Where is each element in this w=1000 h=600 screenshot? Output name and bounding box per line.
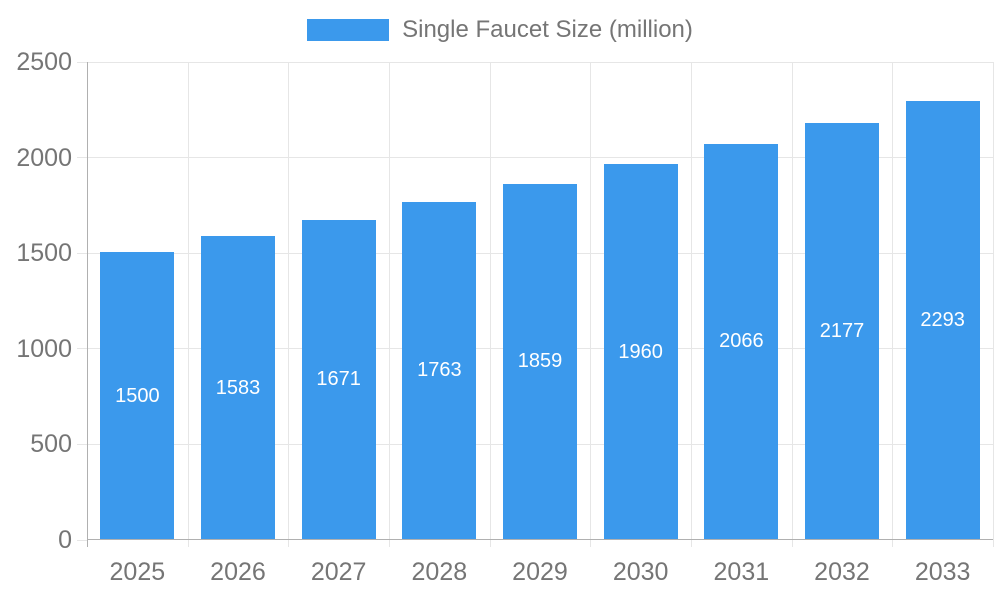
x-gridline: [690, 62, 692, 540]
plot-area: 0 500 1000 1500 2000 2500 1500 2025 1583 2026 1671…: [16, 50, 994, 585]
bar-2030[interactable]: 1960: [603, 164, 678, 539]
x-axis-tick: [992, 540, 994, 547]
x-gridline: [489, 62, 491, 540]
x-gridline: [187, 62, 189, 540]
x-axis-label: 2027: [310, 558, 367, 586]
x-gridline: [388, 62, 390, 540]
y-axis-tick: [77, 348, 87, 350]
bar-value-label: 1960: [618, 340, 663, 363]
bar-value-label: 1671: [316, 368, 361, 391]
bar-value-label: 2293: [920, 308, 965, 331]
y-axis-label: 500: [30, 430, 72, 459]
x-axis-tick: [690, 540, 692, 547]
bar-value-label: 1763: [417, 359, 462, 382]
y-axis-label: 2000: [16, 143, 72, 172]
bar-value-label: 1500: [115, 384, 160, 407]
bar-2033[interactable]: 2293: [905, 100, 980, 539]
bar-2031[interactable]: 2066: [704, 143, 779, 539]
x-axis-label: 2026: [210, 558, 266, 586]
x-axis-tick: [791, 540, 793, 547]
x-axis-tick: [589, 540, 591, 547]
y-axis-label: 1500: [16, 239, 72, 268]
y-axis-tick: [77, 539, 87, 541]
chart-legend[interactable]: Single Faucet Size (million): [0, 16, 1000, 44]
y-axis-tick: [77, 61, 87, 63]
legend-swatch-icon: [307, 19, 390, 41]
bar-value-label: 2066: [719, 330, 764, 353]
x-gridline: [589, 62, 591, 540]
bar-2027[interactable]: 1671: [301, 219, 376, 539]
x-axis-tick: [489, 540, 491, 547]
y-axis-label: 1000: [16, 334, 72, 363]
x-axis-label: 2030: [612, 558, 669, 586]
y-axis-line: [87, 62, 88, 547]
y-axis-label: 0: [58, 526, 72, 554]
bar-2026[interactable]: 1583: [201, 236, 275, 539]
bar-value-label: 1859: [517, 350, 563, 373]
x-axis-tick: [187, 540, 189, 547]
x-axis-label: 2031: [713, 558, 770, 586]
y-axis-tick: [77, 157, 87, 159]
x-gridline: [992, 62, 994, 540]
x-gridline: [791, 62, 793, 540]
x-axis-tick: [287, 540, 289, 547]
y-gridline: [87, 61, 993, 63]
x-axis-label: 2033: [914, 558, 971, 586]
y-axis-tick: [77, 443, 87, 445]
y-axis-tick: [77, 252, 87, 254]
bar-value-label: 2177: [819, 319, 865, 342]
x-gridline: [891, 62, 893, 540]
x-axis-label: 2028: [411, 558, 468, 586]
bar-2032[interactable]: 2177: [805, 122, 879, 539]
bar-2025[interactable]: 1500: [100, 252, 175, 539]
y-gridline: [87, 157, 993, 159]
x-axis-tick: [891, 540, 893, 547]
bar-value-label: 1583: [215, 376, 261, 399]
legend-label: Single Faucet Size (million): [402, 16, 693, 43]
x-axis-tick: [388, 540, 390, 547]
x-axis-label: 2025: [109, 558, 166, 586]
x-gridline: [287, 62, 289, 540]
x-axis-label: 2029: [512, 558, 568, 586]
bar-2028[interactable]: 1763: [402, 201, 477, 539]
y-axis-label: 2500: [16, 48, 72, 76]
bar-2029[interactable]: 1859: [503, 183, 577, 539]
x-axis-label: 2032: [814, 558, 870, 586]
x-axis-line: [87, 539, 993, 540]
